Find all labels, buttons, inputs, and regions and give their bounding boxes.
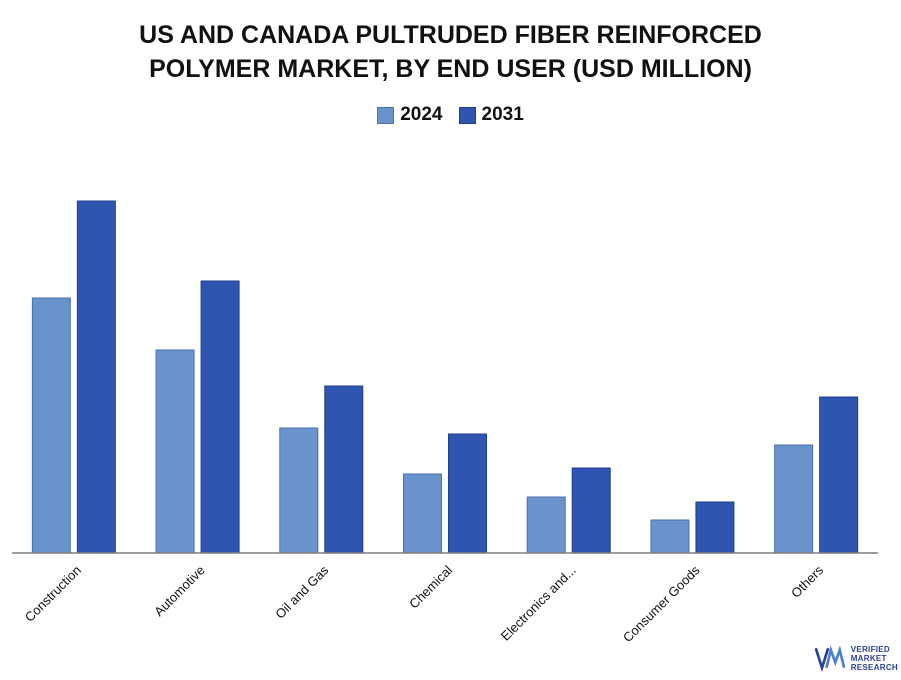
bar-2031-electronics-and (571, 467, 611, 554)
bar-2031-construction (76, 200, 116, 554)
bar-2024-construction (31, 297, 71, 554)
verified-market-research-logo: VERIFIED MARKET RESEARCH (814, 640, 898, 676)
chart-title-line-2: POLYMER MARKET, BY END USER (USD MILLION… (149, 55, 752, 83)
x-tick-label: Oil and Gas (272, 562, 331, 621)
legend-label-2024: 2024 (400, 104, 443, 125)
x-tick-label: Construction (22, 563, 84, 625)
legend-swatch-2024 (377, 106, 395, 124)
bar-2024-others (774, 444, 814, 554)
bar-2031-oil-and-gas (324, 385, 364, 554)
bar-2031-others (819, 396, 859, 554)
logo-line-2: MARKET (850, 653, 887, 663)
x-tick-label: Electronics and... (498, 563, 579, 644)
bar-2031-consumer-goods (695, 501, 735, 554)
legend-swatch-2031 (458, 106, 476, 124)
bar-2031-chemical (448, 433, 487, 554)
bar-2024-oil-and-gas (279, 427, 319, 554)
chart-title-line-1: US AND CANADA PULTRUDED FIBER REINFORCED (139, 21, 762, 49)
bar-2031-automotive (200, 280, 240, 554)
bar-2024-chemical (403, 473, 442, 554)
bar-2024-electronics-and (526, 496, 566, 554)
chart-title: US AND CANADA PULTRUDED FIBER REINFORCED… (0, 18, 901, 86)
legend-label-2031: 2031 (481, 104, 524, 125)
vmr-logo-icon (814, 645, 846, 673)
x-tick-label: Chemical (406, 562, 455, 611)
legend-item-2031: 2031 (458, 104, 524, 126)
chart-legend: 2024 2031 (0, 104, 901, 126)
x-tick-label: Consumer Goods (620, 562, 703, 645)
bar-2024-consumer-goods (650, 519, 690, 554)
legend-item-2024: 2024 (377, 104, 443, 126)
logo-line-1: VERIFIED (850, 644, 890, 654)
logo-line-3: RESEARCH (850, 662, 898, 672)
vmr-logo-text: VERIFIED MARKET RESEARCH (851, 645, 898, 672)
x-tick-label: Automotive (151, 563, 208, 620)
bar-2024-automotive (155, 349, 195, 554)
x-tick-label: Others (788, 562, 827, 601)
